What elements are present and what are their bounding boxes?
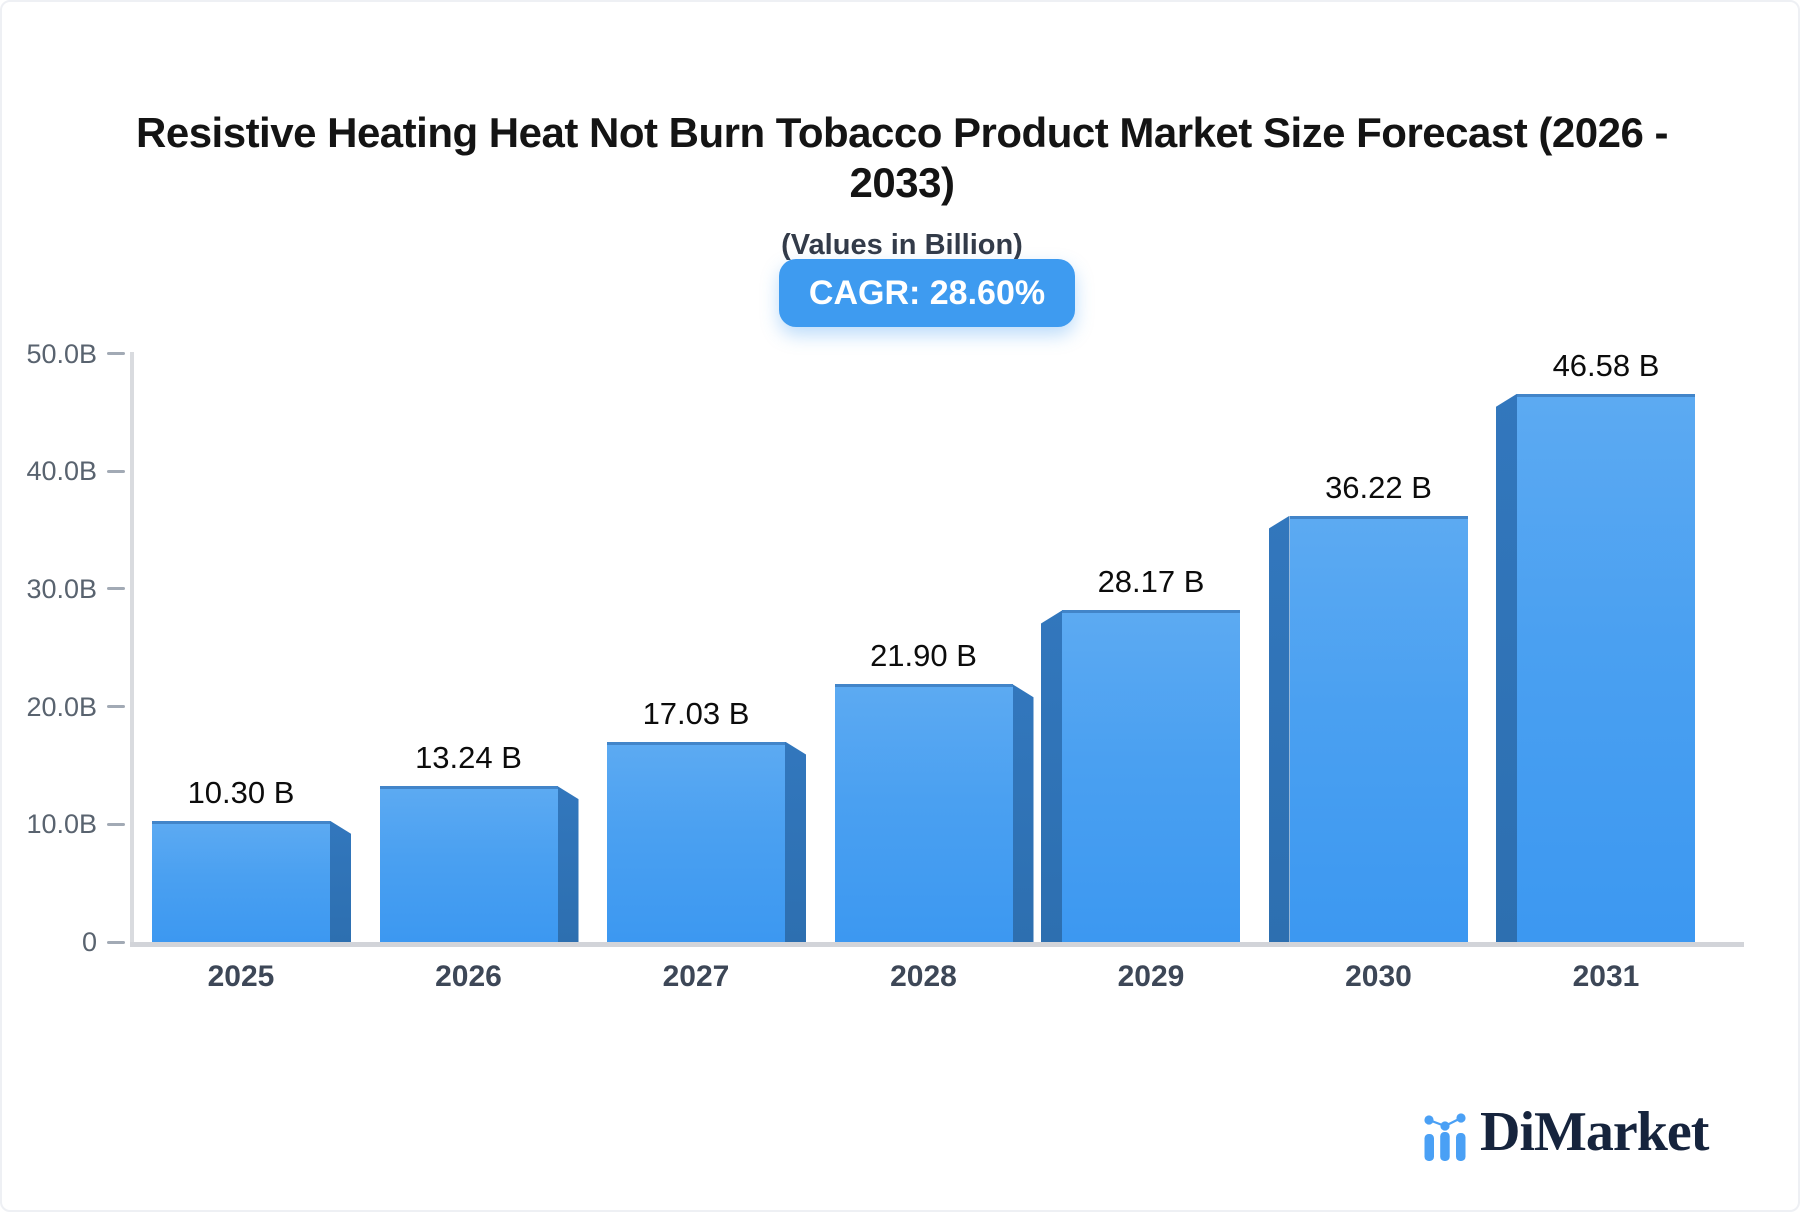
y-tick-50.0B [107, 352, 125, 355]
year-label-2028: 2028 [890, 960, 957, 993]
cagr-badge: CAGR: 28.60% [779, 259, 1075, 327]
bar-2031[interactable] [1517, 393, 1695, 942]
y-axis-line [130, 352, 134, 942]
bar-2026[interactable] [379, 786, 558, 942]
y-tick-label-50.0B: 50.0B [26, 338, 97, 369]
y-tick-30.0B [107, 587, 125, 591]
y-tick-40.0B [107, 469, 125, 473]
bar-side-2028 [1012, 684, 1034, 942]
brand-name: DiMarket [1480, 1101, 1709, 1163]
bar-side-2031 [1496, 393, 1517, 942]
y-tick-label-10.0B: 10.0B [26, 809, 97, 840]
year-label-2027: 2027 [662, 960, 730, 993]
x-axis-line [130, 942, 1744, 947]
bar-2030[interactable] [1289, 515, 1468, 942]
bar-2025[interactable] [152, 820, 330, 942]
bar-side-2030 [1268, 515, 1290, 942]
y-tick-label-0: 0 [81, 927, 97, 957]
value-label-2030: 36.22 B [1325, 469, 1432, 505]
year-label-2029: 2029 [1117, 960, 1185, 993]
bar-2029[interactable] [1062, 610, 1240, 942]
value-label-2029: 28.17 B [1097, 564, 1205, 600]
chart-title: Resistive Heating Heat Not Burn Tobacco … [27, 108, 1777, 208]
value-label-2028: 21.90 B [870, 638, 977, 674]
value-label-2026: 13.24 B [415, 740, 522, 776]
chart-title-line-2: 2033) [849, 159, 955, 206]
year-label-2025: 2025 [207, 960, 275, 993]
bar-side-2025 [330, 820, 351, 942]
year-label-2026: 2026 [435, 960, 502, 993]
y-tick-label-20.0B: 20.0B [26, 691, 97, 722]
value-label-2025: 10.30 B [187, 774, 295, 810]
y-tick-20.0B [107, 705, 125, 709]
year-label-2031: 2031 [1572, 960, 1640, 993]
y-tick-label-30.0B: 30.0B [26, 573, 97, 604]
value-label-2027: 17.03 B [642, 695, 750, 731]
value-label-2031: 46.58 B [1552, 347, 1660, 383]
bar-2027[interactable] [607, 741, 785, 942]
year-label-2030: 2030 [1345, 960, 1412, 993]
bar-side-2026 [557, 786, 579, 942]
bar-2028[interactable] [834, 684, 1013, 942]
bar-chart-logo-icon [1424, 1113, 1466, 1161]
chart-subtitle: (Values in Billion) [781, 229, 1023, 261]
bar-side-2029 [1041, 610, 1062, 942]
y-tick-10.0B [107, 822, 125, 826]
brand-logo: DiMarket [1422, 1092, 1709, 1163]
y-tick-label-40.0B: 40.0B [26, 456, 97, 487]
y-tick-0 [107, 940, 125, 944]
bar-side-2027 [785, 741, 806, 942]
chart-title-line-1: Resistive Heating Heat Not Burn Tobacco … [136, 109, 1668, 156]
